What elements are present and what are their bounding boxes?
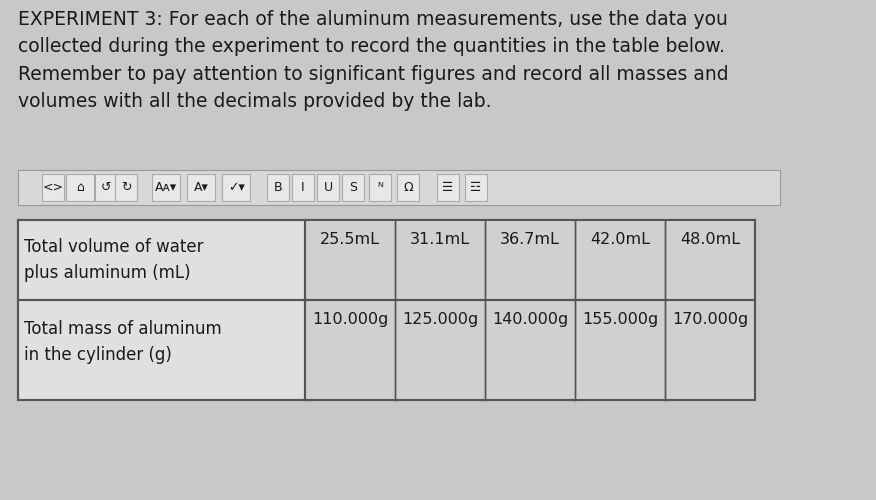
Text: 170.000g: 170.000g bbox=[672, 312, 748, 327]
Text: ↺: ↺ bbox=[101, 181, 111, 194]
Text: S: S bbox=[349, 181, 357, 194]
Bar bbox=[292, 174, 314, 201]
Bar bbox=[222, 174, 250, 201]
Bar bbox=[465, 174, 487, 201]
Text: A▾: A▾ bbox=[194, 181, 208, 194]
Bar bbox=[397, 174, 419, 201]
Bar bbox=[152, 174, 180, 201]
Bar bbox=[317, 174, 339, 201]
Bar bbox=[665, 300, 755, 400]
Text: Aᴀ▾: Aᴀ▾ bbox=[155, 181, 177, 194]
Bar bbox=[485, 220, 575, 300]
Bar bbox=[305, 220, 395, 300]
Bar bbox=[342, 174, 364, 201]
Text: Total mass of aluminum
in the cylinder (g): Total mass of aluminum in the cylinder (… bbox=[24, 320, 222, 364]
Bar bbox=[395, 300, 485, 400]
Text: ↻: ↻ bbox=[121, 181, 131, 194]
Text: 125.000g: 125.000g bbox=[402, 312, 478, 327]
Text: ☲: ☲ bbox=[470, 181, 482, 194]
Bar bbox=[665, 220, 755, 300]
Bar bbox=[66, 174, 94, 201]
Text: <>: <> bbox=[43, 181, 63, 194]
Text: 31.1mL: 31.1mL bbox=[410, 232, 470, 247]
Bar bbox=[187, 174, 215, 201]
Text: 155.000g: 155.000g bbox=[582, 312, 658, 327]
Text: U: U bbox=[323, 181, 333, 194]
Text: 48.0mL: 48.0mL bbox=[680, 232, 740, 247]
Bar bbox=[395, 220, 485, 300]
Text: Ω: Ω bbox=[403, 181, 413, 194]
Bar bbox=[575, 300, 665, 400]
Text: 25.5mL: 25.5mL bbox=[320, 232, 380, 247]
Text: 110.000g: 110.000g bbox=[312, 312, 388, 327]
Text: ✓▾: ✓▾ bbox=[228, 181, 244, 194]
Text: 140.000g: 140.000g bbox=[492, 312, 569, 327]
Bar bbox=[18, 170, 780, 205]
Bar bbox=[485, 300, 575, 400]
Bar bbox=[305, 300, 395, 400]
Bar bbox=[437, 174, 459, 201]
Bar bbox=[42, 174, 64, 201]
Text: B: B bbox=[273, 181, 282, 194]
Text: ᴺ: ᴺ bbox=[377, 181, 383, 194]
Bar bbox=[369, 174, 391, 201]
Text: 36.7mL: 36.7mL bbox=[500, 232, 560, 247]
Text: I: I bbox=[301, 181, 305, 194]
Text: ⌂: ⌂ bbox=[76, 181, 84, 194]
Bar bbox=[18, 220, 755, 400]
Text: ☰: ☰ bbox=[442, 181, 454, 194]
Bar bbox=[18, 220, 755, 400]
Text: Total volume of water
plus aluminum (mL): Total volume of water plus aluminum (mL) bbox=[24, 238, 203, 282]
Text: EXPERIMENT 3: For each of the aluminum measurements, use the data you
collected : EXPERIMENT 3: For each of the aluminum m… bbox=[18, 10, 729, 111]
Bar bbox=[115, 174, 137, 201]
Bar bbox=[267, 174, 289, 201]
Text: 42.0mL: 42.0mL bbox=[590, 232, 650, 247]
Bar bbox=[575, 220, 665, 300]
Bar bbox=[95, 174, 117, 201]
